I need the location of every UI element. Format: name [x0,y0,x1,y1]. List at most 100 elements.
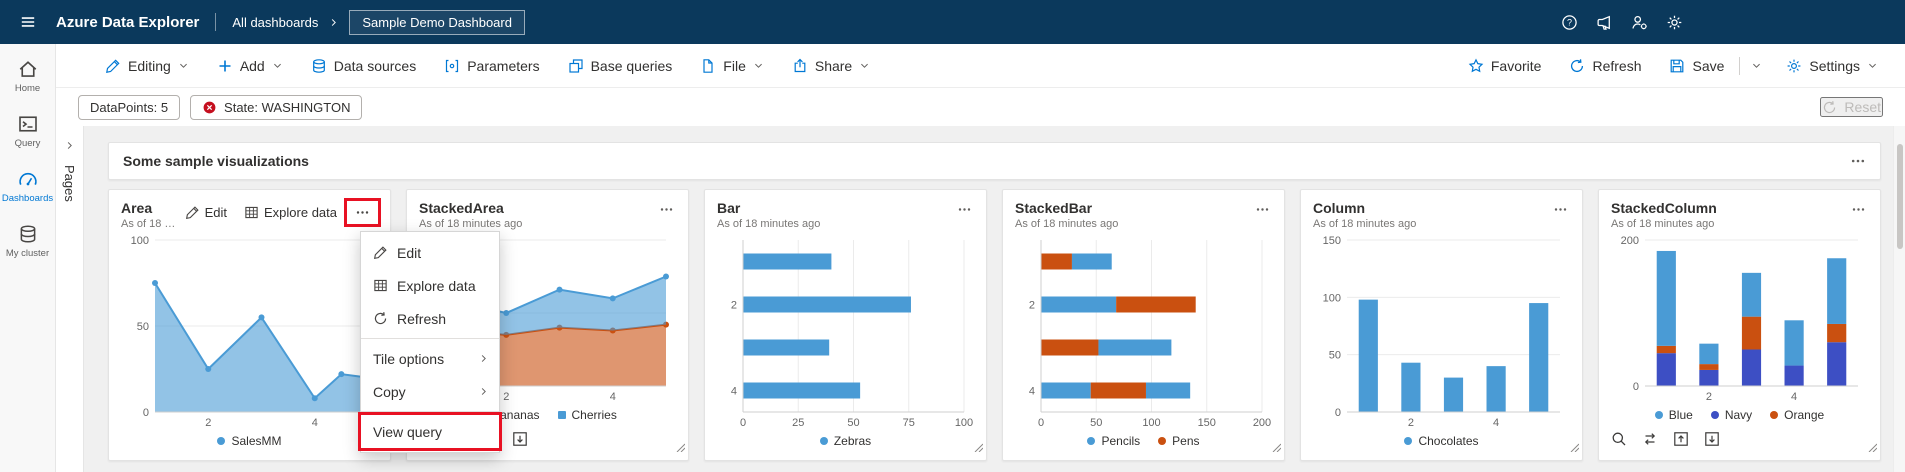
tile-resize-handle[interactable] [1570,439,1580,457]
canvas-row: Pages Some sample visualizations Area As … [56,126,1905,472]
tile-as-of: As of 18 minutes ago [419,218,523,230]
tile-more-button[interactable] [657,200,676,219]
grid-icon [374,279,387,292]
chart-legend: Bananas Cherries [419,404,676,426]
account-settings-button[interactable] [1631,14,1648,31]
swap-icon [1644,433,1656,445]
zoom-button[interactable] [1611,431,1627,447]
legend-item[interactable]: Chocolates [1404,434,1479,448]
pencil-icon [185,206,199,220]
tile-bar: Bar As of 18 minutes ago 0 25 50 75 100 2 4 Zebra… [704,189,987,461]
legend-item[interactable]: Orange [1770,408,1824,422]
arrowupbox-icon [1674,432,1688,446]
arrowdownbox-icon [513,432,527,446]
hamburger-icon [21,17,35,27]
legend-item[interactable]: Cherries [557,408,617,422]
svg-text:150: 150 [1323,235,1341,247]
swap-axes-button[interactable] [1642,431,1658,447]
svg-text:50: 50 [1329,350,1341,362]
tile-more-button[interactable] [1253,200,1272,219]
toolbar-share-button[interactable]: Share [783,52,879,80]
toolbar-add-button[interactable]: Add [208,52,292,80]
menu-item-refresh[interactable]: Refresh [361,302,499,335]
tile-as-of: As of 18 minutes ago [121,218,178,230]
sidebar-item-my-cluster[interactable]: My cluster [0,217,55,264]
svg-text:0: 0 [740,417,746,429]
layers-icon [568,58,583,73]
breadcrumb-all-dashboards[interactable]: All dashboards [232,14,319,30]
legend-item[interactable]: Zebras [819,434,871,448]
toolbar-editing-button[interactable]: Editing [96,52,198,80]
toolbar-data-sources-button[interactable]: Data sources [302,52,425,80]
toolbar-favorite-button[interactable]: Favorite [1459,52,1551,80]
tile-resize-handle[interactable] [974,439,984,457]
tile-stackedbar: StackedBar As of 18 minutes ago 0 50 100 150 2… [1002,189,1285,461]
help-button[interactable]: ? [1561,14,1578,31]
menu-item-explore-data[interactable]: Explore data [361,269,499,302]
filter-pill-state-washington[interactable]: State: WASHINGTON [190,94,363,120]
tile-title: StackedBar [1015,200,1093,216]
chart-legend: Chocolates [1313,430,1570,452]
menu-divider [361,338,499,339]
tile-title: StackedArea [419,200,504,216]
svg-text:0: 0 [1633,381,1639,393]
sidebar-item-dashboards[interactable]: Dashboards [0,162,55,209]
settings-gear-button[interactable] [1666,14,1683,31]
hamburger-menu-button[interactable] [0,13,56,31]
sidebar-item-query[interactable]: Query [0,107,55,154]
toolbar-parameters-button[interactable]: Parameters [435,52,548,80]
refresh-icon [374,312,387,325]
tile-explore-data-button[interactable]: Explore data [237,201,344,224]
tile-more-button[interactable] [955,200,974,219]
toolbar-left-group: Editing Add Data sources Parameters Base que… [96,52,1459,80]
move-down-button[interactable] [512,431,528,447]
filter-bar: DataPoints: 5 State: WASHINGTON Reset [56,88,1905,126]
legend-item[interactable]: SalesMM [217,434,282,448]
toolbar-settings-button[interactable]: Settings [1777,52,1887,80]
toolbar-base-queries-button[interactable]: Base queries [559,52,682,80]
tile-more-button[interactable] [344,198,381,227]
legend-item[interactable]: Navy [1710,408,1752,422]
toolbar-save-button[interactable]: Save [1660,52,1733,80]
top-bar: Azure Data Explorer All dashboards Sampl… [0,0,1905,44]
menu-divider [361,411,499,412]
tile-more-button[interactable] [1551,200,1570,219]
tile-footer-toolbar [1611,426,1868,452]
toolbar-file-button[interactable]: File [691,52,773,80]
legend-item[interactable]: Blue [1654,408,1693,422]
scrollbar-thumb[interactable] [1897,144,1903,249]
breadcrumb-chevron-icon [328,17,339,28]
legend-item[interactable]: Pencils [1087,434,1140,448]
move-up-button[interactable] [1673,431,1689,447]
text-tile-more-button[interactable] [1850,153,1866,169]
plus-icon [219,60,231,71]
breadcrumb-current-dashboard[interactable]: Sample Demo Dashboard [349,9,525,35]
svg-text:100: 100 [955,417,973,429]
pencil-icon [106,58,120,73]
menu-item-view-query[interactable]: View query [361,415,499,448]
filter-pill-datapoints-5[interactable]: DataPoints: 5 [78,94,181,120]
tile-edit-button[interactable]: Edit [178,201,234,224]
tile-resize-handle[interactable] [676,439,686,457]
tile-header: Column As of 18 minutes ago [1313,200,1570,230]
legend-item[interactable]: Pens [1158,434,1200,448]
toolbar-save-chevron-button[interactable] [1746,54,1767,77]
tile-hover-toolbar: Edit Explore data [178,198,381,227]
tile-column: Column As of 18 minutes ago 0 50 100 150 2 4 Cho… [1300,189,1583,461]
tile-resize-handle[interactable] [1868,439,1878,457]
tile-more-button[interactable] [1849,200,1868,219]
tile-resize-handle[interactable] [1272,439,1282,457]
feedback-button[interactable] [1596,14,1613,31]
svg-text:0: 0 [143,407,149,419]
menu-item-copy[interactable]: Copy [361,375,499,408]
reset-button[interactable]: Reset [1820,97,1883,117]
pages-expand-button[interactable] [64,140,75,151]
toolbar-refresh-button[interactable]: Refresh [1560,52,1650,80]
menu-item-edit[interactable]: Edit [361,236,499,269]
vertical-scrollbar[interactable] [1893,126,1905,472]
move-down-button[interactable] [1704,431,1720,447]
sidebar-item-label: Query [14,138,41,149]
reset-icon [1822,100,1837,115]
sidebar-item-home[interactable]: Home [0,52,55,99]
menu-item-tile-options[interactable]: Tile options [361,342,499,375]
